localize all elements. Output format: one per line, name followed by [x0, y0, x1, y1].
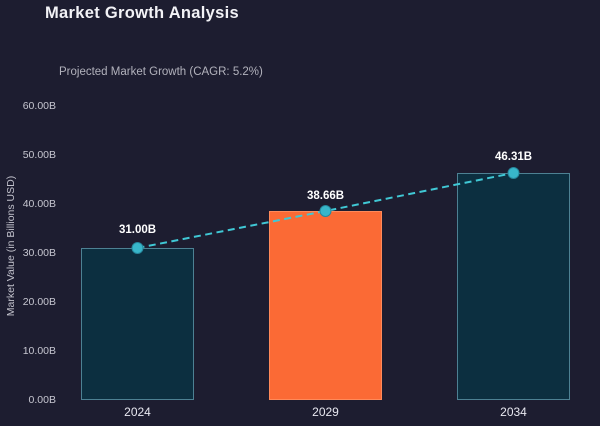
x-tick-label-2029: 2029 [312, 405, 339, 419]
bar-2029 [269, 211, 382, 400]
value-label-2034: 46.31B [494, 151, 533, 163]
chart-subtitle: Projected Market Growth (CAGR: 5.2%) [59, 66, 263, 78]
x-tick-label-2024: 2024 [124, 405, 151, 419]
y-tick-label-40: 40.00B [22, 198, 56, 210]
y-tick-label-60: 60.00B [22, 100, 56, 112]
y-tick-label-20: 20.00B [22, 296, 56, 308]
y-tick-label-50: 50.00B [22, 149, 56, 161]
x-tick-label-2034: 2034 [500, 405, 527, 419]
chart-title: Market Growth Analysis [45, 4, 239, 22]
y-tick-label-10: 10.00B [22, 345, 56, 357]
bar-2024 [81, 248, 194, 400]
value-label-2024: 31.00B [118, 224, 157, 236]
value-label-2029: 38.66B [306, 190, 345, 202]
y-tick-label-0: 0.00B [28, 394, 56, 406]
y-axis-title: Market Value (in Billions USD) [5, 175, 17, 317]
y-tick-label-30: 30.00B [22, 247, 56, 259]
bar-2034 [457, 173, 570, 400]
